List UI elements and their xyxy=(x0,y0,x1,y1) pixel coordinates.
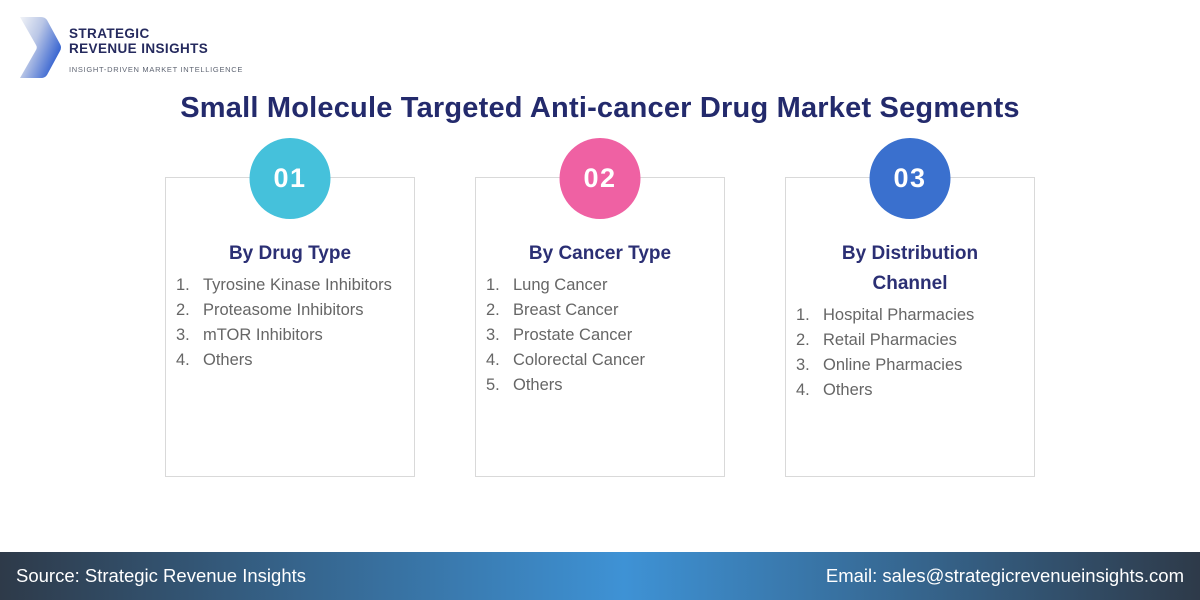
segment-number-badge: 02 xyxy=(559,138,641,219)
card-heading: By Drug Type xyxy=(228,243,352,264)
list-item: 1. Hospital Pharmacies xyxy=(796,303,1024,328)
list-item: 1. Tyrosine Kinase Inhibitors xyxy=(176,273,404,298)
list-item: 3. Online Pharmacies xyxy=(796,353,1024,378)
list-item-number: 2. xyxy=(176,301,190,319)
list-item-text: Others xyxy=(203,351,253,369)
segment-number-badge: 01 xyxy=(249,138,331,219)
list-item-number: 2. xyxy=(796,331,810,349)
logo-name-line1: STRATEGIC xyxy=(69,26,150,41)
list-item-number: 1. xyxy=(176,276,190,294)
list-item: 2. Retail Pharmacies xyxy=(796,328,1024,353)
list-item-text: Lung Cancer xyxy=(513,276,608,294)
list-item-text: Colorectal Cancer xyxy=(513,351,646,369)
list-item-number: 3. xyxy=(486,326,500,344)
list-item-number: 3. xyxy=(176,326,190,344)
list-item-text: Tyrosine Kinase Inhibitors xyxy=(203,276,392,294)
logo-tagline: INSIGHT-DRIVEN MARKET INTELLIGENCE xyxy=(69,65,244,74)
list-item: 5. Others xyxy=(486,373,714,398)
list-item-text: Breast Cancer xyxy=(513,301,619,319)
list-item-text: Online Pharmacies xyxy=(823,356,963,374)
list-item-number: 3. xyxy=(796,356,810,374)
card-heading: By Distribution Channel xyxy=(841,243,979,294)
logo-name-line2: REVENUE INSIGHTS xyxy=(69,41,209,56)
list-item: 3. Prostate Cancer xyxy=(486,323,714,348)
list-item: 2. Proteasome Inhibitors xyxy=(176,298,404,323)
list-item-text: Hospital Pharmacies xyxy=(823,306,975,324)
list-item-text: Others xyxy=(513,376,563,394)
footer-email-text: Email: sales@strategicrevenueinsights.co… xyxy=(825,565,1184,586)
footer-bar: Source: Strategic Revenue Insights Email… xyxy=(0,552,1200,600)
list-item-number: 4. xyxy=(796,381,810,399)
logo-chevron-icon xyxy=(20,17,61,78)
page-title: Small Molecule Targeted Anti-cancer Drug… xyxy=(180,92,1020,124)
card-list: 1. Lung Cancer 2. Breast Cancer 3. Prostate C… xyxy=(486,273,714,398)
list-item-number: 1. xyxy=(796,306,810,324)
list-item-text: Retail Pharmacies xyxy=(823,331,957,349)
list-item-text: mTOR Inhibitors xyxy=(203,326,323,344)
segment-cards-row: 01 By Drug Type 1. Tyrosine Kinase Inhibi… xyxy=(0,138,1200,477)
list-item-text: Others xyxy=(823,381,873,399)
list-item: 4. Colorectal Cancer xyxy=(486,348,714,373)
list-item: 2. Breast Cancer xyxy=(486,298,714,323)
list-item-number: 5. xyxy=(486,376,500,394)
card-body: By Drug Type 1. Tyrosine Kinase Inhibitor… xyxy=(165,177,415,477)
card-list: 1. Hospital Pharmacies 2. Retail Pharmacies… xyxy=(796,303,1024,403)
list-item: 4. Others xyxy=(796,378,1024,403)
list-item: 1. Lung Cancer xyxy=(486,273,714,298)
segment-card-drug-type: 01 By Drug Type 1. Tyrosine Kinase Inhibi… xyxy=(165,138,415,477)
card-list: 1. Tyrosine Kinase Inhibitors 2. Proteasome… xyxy=(176,273,404,373)
list-item-number: 4. xyxy=(486,351,500,369)
card-body: By Cancer Type 1. Lung Cancer 2. Breast Can… xyxy=(475,177,725,477)
logo: STRATEGIC REVENUE INSIGHTS INSIGHT-DRIVE… xyxy=(20,17,243,78)
list-item: 4. Others xyxy=(176,348,404,373)
card-heading: By Cancer Type xyxy=(528,243,672,264)
segment-card-distribution-channel: 03 By Distribution Channel 1. Hospital Ph… xyxy=(785,138,1035,477)
footer-source-text: Source: Strategic Revenue Insights xyxy=(16,565,306,586)
list-item: 3. mTOR Inhibitors xyxy=(176,323,404,348)
list-item-text: Prostate Cancer xyxy=(513,326,633,344)
segment-number-badge: 03 xyxy=(869,138,951,219)
list-item-number: 4. xyxy=(176,351,190,369)
logo-text: STRATEGIC REVENUE INSIGHTS INSIGHT-DRIVE… xyxy=(69,17,243,74)
segment-card-cancer-type: 02 By Cancer Type 1. Lung Cancer 2. Breast … xyxy=(475,138,725,477)
list-item-text: Proteasome Inhibitors xyxy=(203,301,364,319)
list-item-number: 2. xyxy=(486,301,500,319)
card-body: By Distribution Channel 1. Hospital Pharm… xyxy=(785,177,1035,477)
list-item-number: 1. xyxy=(486,276,500,294)
